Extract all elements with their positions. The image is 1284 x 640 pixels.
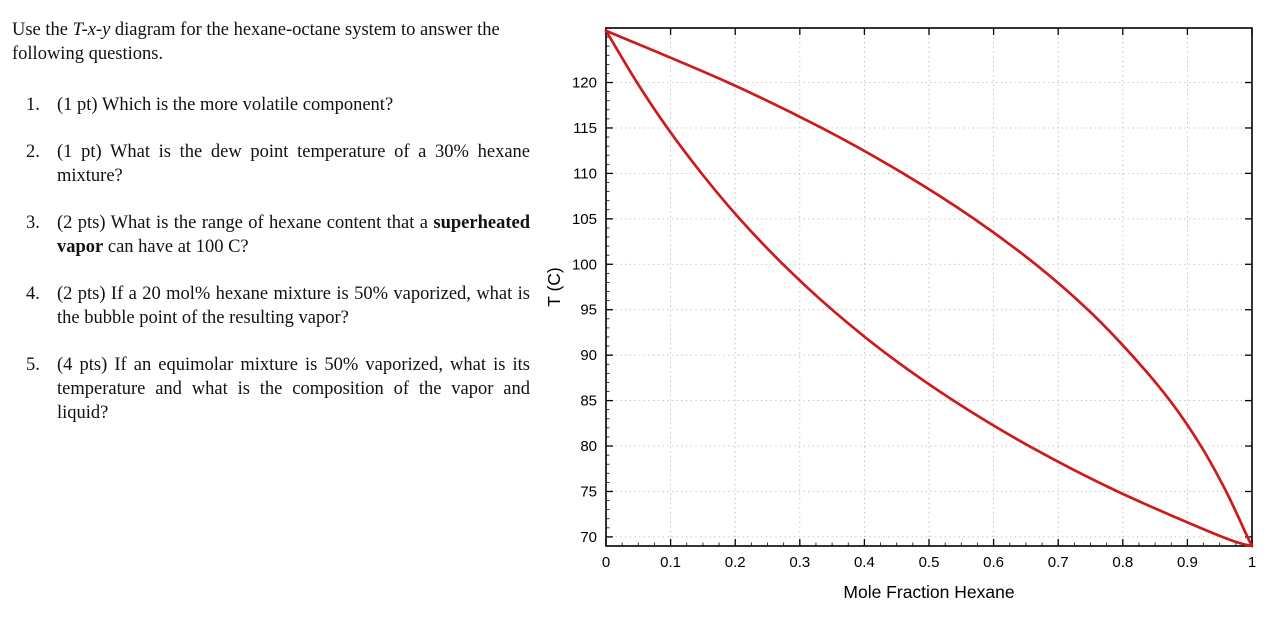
y-axis-tick-label: 105: [572, 211, 597, 228]
intro-pre: Use the: [12, 20, 73, 40]
question-number: 1.: [26, 94, 40, 115]
question-text: (2 pts) If a 20 mol% hexane mixture is 5…: [57, 284, 530, 329]
questions-panel: Use the T-x-y diagram for the hexane-oct…: [0, 0, 540, 640]
y-axis-tick-label: 100: [572, 256, 597, 273]
grid-lines: [606, 28, 1252, 546]
y-axis-tick-label: 115: [573, 120, 597, 137]
x-axis-tick-label: 0.8: [1112, 554, 1133, 571]
x-axis-tick-label: 0.7: [1048, 554, 1069, 571]
question-text: (1 pt) Which is the more volatile compon…: [57, 94, 394, 115]
x-axis-tick-label: 0.6: [983, 554, 1004, 571]
question-item-3: 3. (2 pts) What is the range of hexane c…: [26, 211, 530, 259]
dew-point-curve: [604, 29, 1254, 548]
x-axis-tick-label: 0.1: [660, 554, 681, 571]
x-axis-tick-label: 1: [1248, 554, 1256, 571]
question-list: 1. (1 pt) Which is the more volatile com…: [12, 93, 530, 425]
x-axis-tick-label: 0.5: [919, 554, 940, 571]
y-axis-tick-label: 85: [580, 393, 597, 410]
question-item-2: 2. (1 pt) What is the dew point temperat…: [26, 140, 530, 188]
y-axis-tick-label: 80: [580, 438, 597, 455]
y-axis-tick-label: 110: [573, 165, 597, 182]
question-number: 4.: [26, 284, 40, 305]
x-axis-label: Mole Fraction Hexane: [843, 582, 1014, 602]
major-ticks: [605, 28, 1253, 546]
y-axis-label: T (C): [544, 267, 564, 307]
bubble-point-curve: [604, 29, 1254, 548]
question-text-bold: superheated vapor: [57, 212, 530, 257]
x-axis-tick-label: 0.3: [789, 554, 810, 571]
question-text-pre: (2 pts) What is the range of hexane cont…: [57, 212, 434, 233]
question-number: 2.: [26, 141, 40, 162]
y-axis-tick-label: 120: [572, 75, 597, 92]
y-axis-tick-label: 70: [580, 529, 597, 546]
x-axis-tick-label: 0: [602, 554, 610, 571]
question-text-post: can have at 100 C?: [103, 237, 249, 257]
x-axis-tick-label: 0.9: [1177, 554, 1198, 571]
txy-chart: 0 0.1 0.2 0.3 0.4 0.5 0.6 0.7 0.8 0.9 1 70 75 80 85 90 9…: [544, 27, 1256, 602]
x-axis-tick-label: 0.4: [854, 554, 875, 571]
plot-frame: [605, 27, 1253, 547]
intro-post: diagram for the hexane-octane system to …: [12, 20, 500, 65]
y-axis-tick-label: 95: [580, 302, 597, 319]
x-axis-tick-label: 0.2: [725, 554, 746, 571]
intro-italic-txy: T-x-y: [72, 20, 111, 40]
question-text: (2 pts) What is the range of hexane cont…: [57, 211, 530, 259]
y-axis-tick-label: 90: [580, 347, 597, 364]
y-axis-tick-label: 75: [580, 483, 597, 500]
intro-text: Use the T-x-y diagram for the hexane-oct…: [12, 18, 517, 67]
question-number: 5.: [26, 355, 40, 376]
question-text: (4 pts) If an equimolar mixture is 50% v…: [57, 355, 530, 424]
question-item-4: 4. (2 pts) If a 20 mol% hexane mixture i…: [26, 282, 530, 330]
question-item-5: 5. (4 pts) If an equimolar mixture is 50…: [26, 353, 530, 425]
chart-panel: 0 0.1 0.2 0.3 0.4 0.5 0.6 0.7 0.8 0.9 1 70 75 80 85 90 9…: [540, 0, 1284, 640]
question-text: (1 pt) What is the dew point temperature…: [57, 141, 530, 186]
question-item-1: 1. (1 pt) Which is the more volatile com…: [26, 93, 530, 117]
question-number: 3.: [26, 212, 40, 233]
tick-labels: 0 0.1 0.2 0.3 0.4 0.5 0.6 0.7 0.8 0.9 1 70 75 80 85 90 9…: [572, 75, 1256, 571]
